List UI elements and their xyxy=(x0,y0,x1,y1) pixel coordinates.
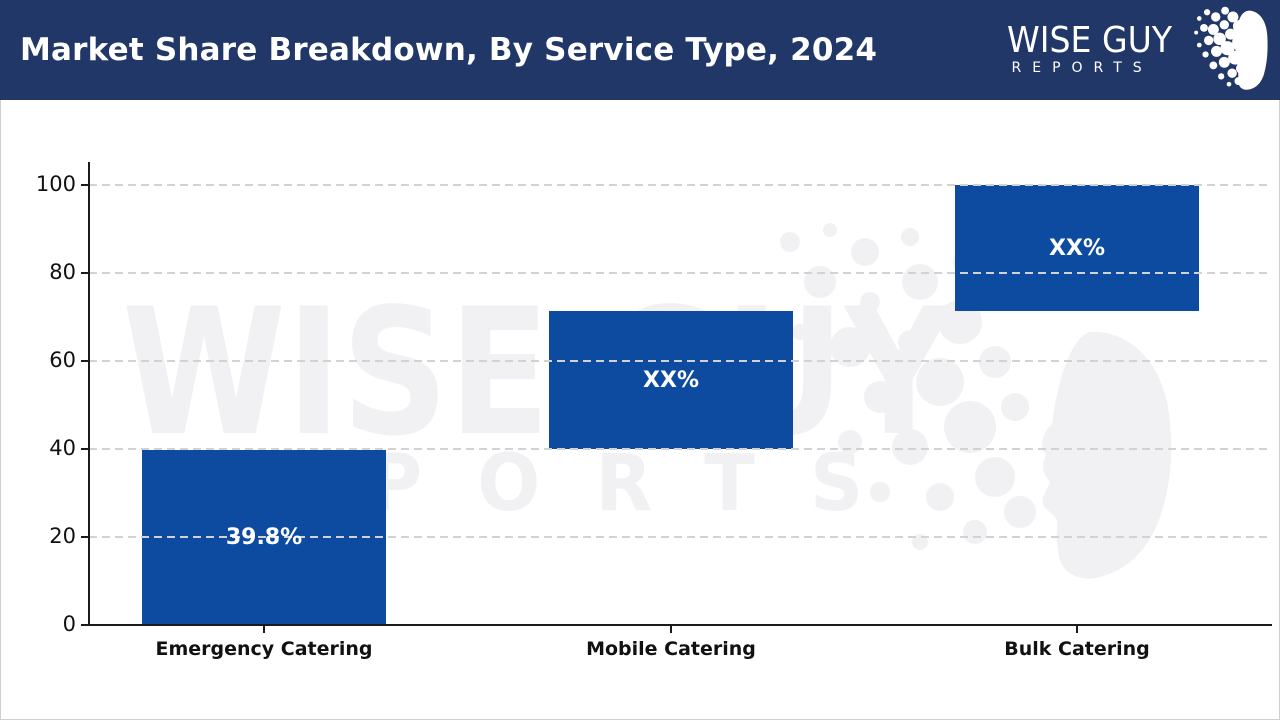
y-tick-mark xyxy=(81,360,89,362)
bar-value-label: XX% xyxy=(1049,235,1105,261)
y-tick-label: 100 xyxy=(35,172,76,196)
x-tick-mark xyxy=(1076,626,1078,633)
y-tick-label: 60 xyxy=(49,348,76,372)
bar-mobile-catering xyxy=(549,311,793,449)
y-tick-label: 20 xyxy=(49,524,76,548)
gridline xyxy=(89,360,1272,362)
bar-bulk-catering xyxy=(955,185,1199,311)
y-tick-mark xyxy=(81,536,89,538)
bar-value-label: XX% xyxy=(643,367,699,393)
y-tick-label: 40 xyxy=(49,436,76,460)
gridline xyxy=(89,536,1272,538)
category-label: Bulk Catering xyxy=(1004,638,1150,660)
watermark-wordmark: WISE GUY xyxy=(122,272,953,475)
y-tick-mark xyxy=(81,624,89,626)
bar-value-label: 39.8% xyxy=(225,525,303,550)
y-tick-mark xyxy=(81,448,89,450)
x-tick-mark xyxy=(263,626,265,633)
gridline xyxy=(89,448,1272,450)
logo-wordmark: WISE GUY xyxy=(1006,19,1172,61)
gridline xyxy=(89,184,1272,186)
logo-subtitle: REPORTS xyxy=(1011,60,1153,77)
category-label: Emergency Catering xyxy=(155,638,373,660)
logo-text-block: WISE GUY REPORTS xyxy=(1006,19,1187,77)
wise-guy-logo: WISE GUY REPORTS xyxy=(1007,6,1271,92)
y-axis-line xyxy=(88,162,90,626)
logo-face-icon xyxy=(1194,6,1268,90)
y-tick-label: 80 xyxy=(49,260,76,284)
y-tick-mark xyxy=(81,184,89,186)
gridline xyxy=(89,272,1272,274)
y-tick-mark xyxy=(81,272,89,274)
y-tick-label: 0 xyxy=(62,612,76,636)
page-title: Market Share Breakdown, By Service Type,… xyxy=(20,32,878,68)
watermark-face-icon xyxy=(780,223,1172,579)
x-tick-mark xyxy=(670,626,672,633)
header-banner: Market Share Breakdown, By Service Type,… xyxy=(0,0,1280,100)
x-axis-line xyxy=(88,624,1272,626)
category-label: Mobile Catering xyxy=(586,638,756,660)
